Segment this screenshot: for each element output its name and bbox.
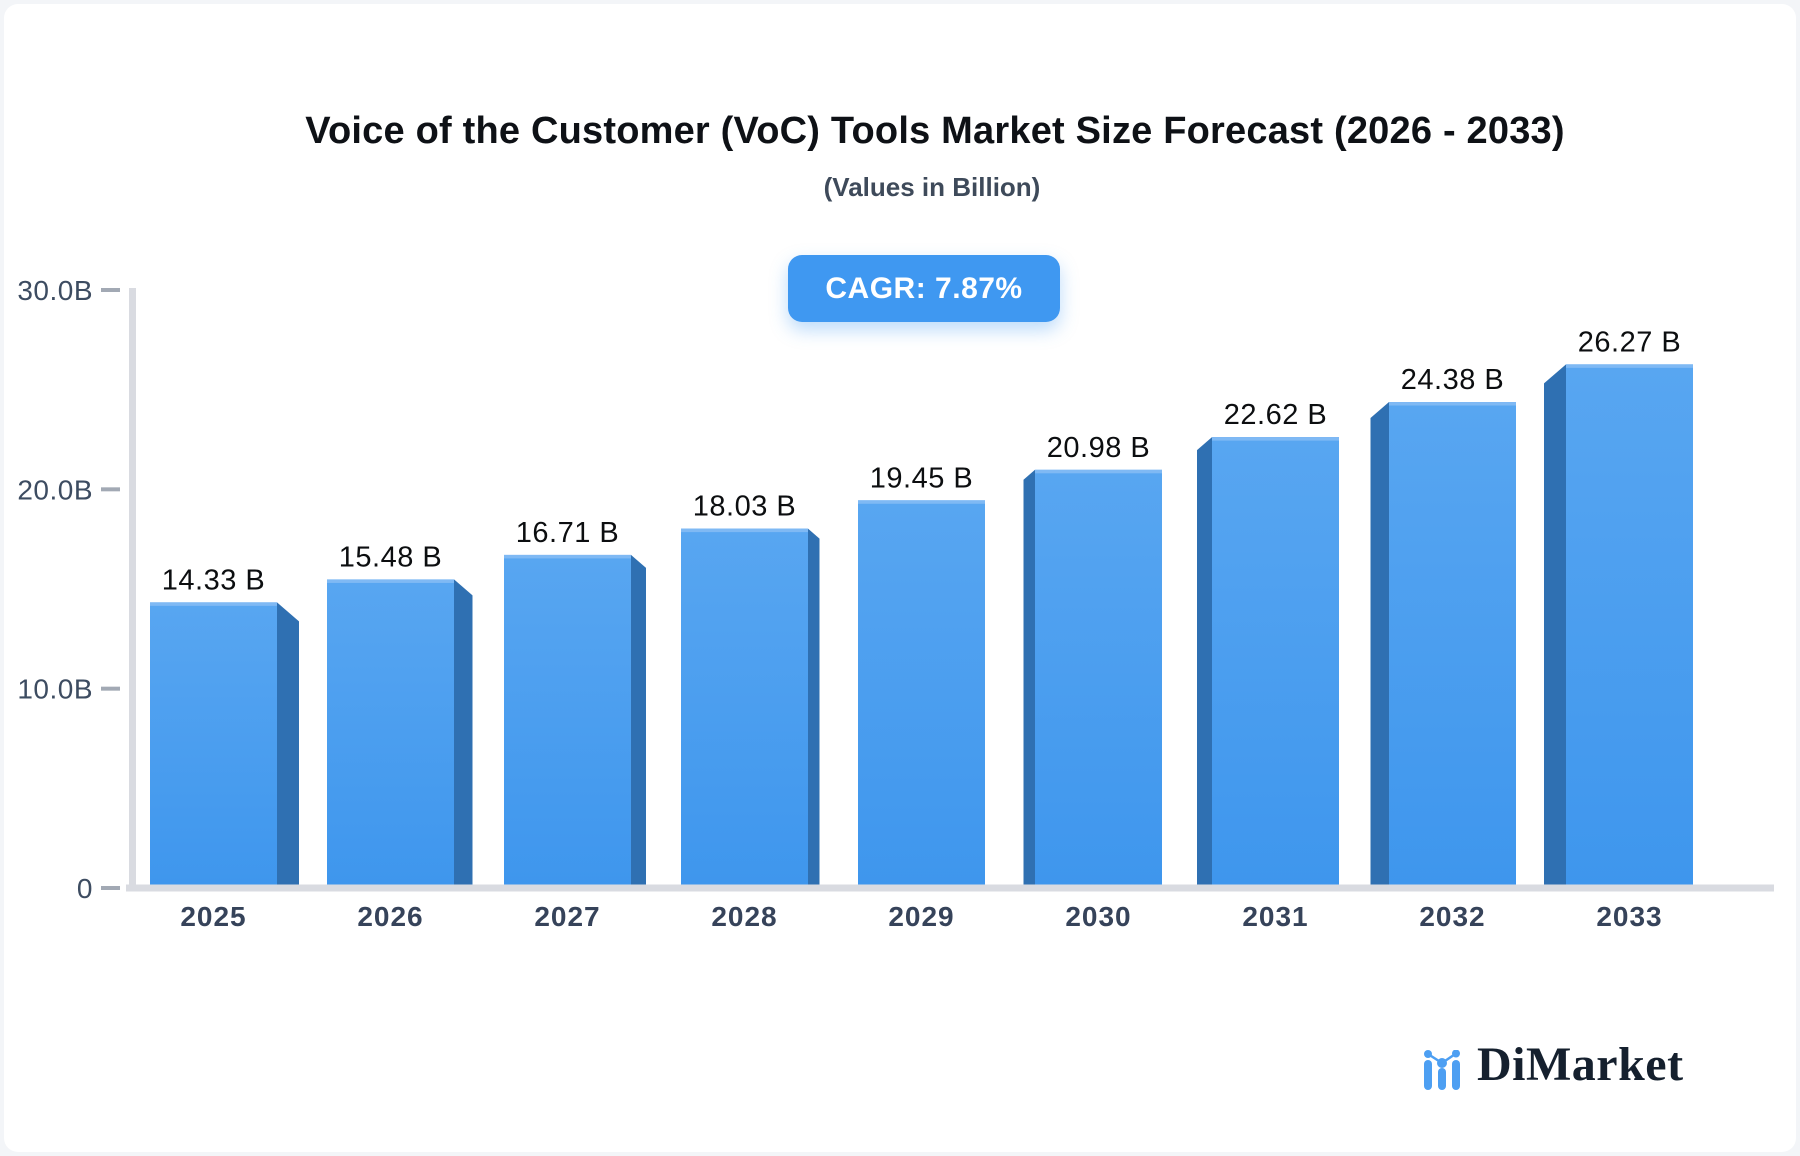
bar-side-2027 <box>631 554 646 890</box>
bar-top-edge-2029 <box>858 500 985 504</box>
y-axis-line <box>129 288 136 888</box>
x-label-2028: 2028 <box>711 901 777 932</box>
bar-side-2026 <box>454 579 473 890</box>
value-label-2027: 16.71 B <box>516 517 619 549</box>
bar-side-2028 <box>808 528 820 890</box>
bar-top-edge-2032 <box>1389 402 1516 406</box>
value-label-2025: 14.33 B <box>162 564 265 596</box>
cagr-badge-label: CAGR: 7.87% <box>825 271 1023 305</box>
bar-2031 <box>1212 437 1339 890</box>
y-tick-30.0B <box>101 288 120 292</box>
y-tick-label-30.0B: 30.0B <box>17 275 93 306</box>
y-tick-10.0B <box>101 686 120 691</box>
bar-side-2025 <box>277 602 299 890</box>
value-label-2028: 18.03 B <box>693 491 796 523</box>
x-label-2029: 2029 <box>888 901 954 932</box>
value-label-2032: 24.38 B <box>1401 364 1504 396</box>
bar-top-edge-2031 <box>1212 437 1339 441</box>
bar-2028 <box>681 528 808 890</box>
x-label-2031: 2031 <box>1242 901 1308 932</box>
bar-side-2033 <box>1544 364 1566 890</box>
bar-side-2030 <box>1023 469 1035 890</box>
bar-2029 <box>858 500 985 890</box>
bar-2027 <box>504 554 631 890</box>
bar-2026 <box>327 579 454 890</box>
value-label-2031: 22.62 B <box>1224 399 1327 431</box>
bar-top-edge-2027 <box>504 554 631 559</box>
bar-2033 <box>1566 364 1693 890</box>
cagr-badge: CAGR: 7.87% <box>788 255 1060 322</box>
bar-top-edge-2030 <box>1035 469 1162 474</box>
x-label-2032: 2032 <box>1419 901 1485 932</box>
value-label-2026: 15.48 B <box>339 541 442 573</box>
y-tick-label-10.0B: 10.0B <box>17 674 93 705</box>
brand-logo: DiMarket <box>1422 1040 1684 1090</box>
bar-top-edge-2025 <box>150 602 277 606</box>
value-label-2029: 19.45 B <box>870 462 973 494</box>
y-tick-label-0: 0 <box>77 873 93 904</box>
x-label-2025: 2025 <box>180 901 246 932</box>
value-label-2030: 20.98 B <box>1047 432 1150 464</box>
x-axis-baseline <box>126 884 1774 892</box>
y-tick-label-20.0B: 20.0B <box>17 474 93 505</box>
bar-top-edge-2033 <box>1566 364 1693 368</box>
bar-side-2032 <box>1370 402 1389 890</box>
chart-title: Voice of the Customer (VoC) Tools Market… <box>305 110 1565 152</box>
y-tick-0 <box>101 886 120 890</box>
bar-top-edge-2026 <box>327 579 454 583</box>
bar-side-2031 <box>1197 437 1212 890</box>
bar-chart: 0 10.0B 20.0B 30.0B 14.33 B 2025 15.48 B 2026 16… <box>17 275 1774 932</box>
chart-subtitle: (Values in Billion) <box>823 172 1041 202</box>
bar-2032 <box>1389 402 1516 890</box>
value-label-2033: 26.27 B <box>1578 326 1681 358</box>
x-label-2030: 2030 <box>1065 901 1131 932</box>
bar-2025 <box>150 602 277 890</box>
x-label-2027: 2027 <box>534 901 600 932</box>
x-label-2033: 2033 <box>1596 901 1662 932</box>
brand-name: DiMarket <box>1477 1038 1684 1091</box>
bar-chart-logo-icon <box>1424 1050 1460 1090</box>
y-tick-20.0B <box>101 487 120 492</box>
bar-top-edge-2028 <box>681 528 808 533</box>
x-label-2026: 2026 <box>357 901 423 932</box>
bar-2030 <box>1035 469 1162 890</box>
